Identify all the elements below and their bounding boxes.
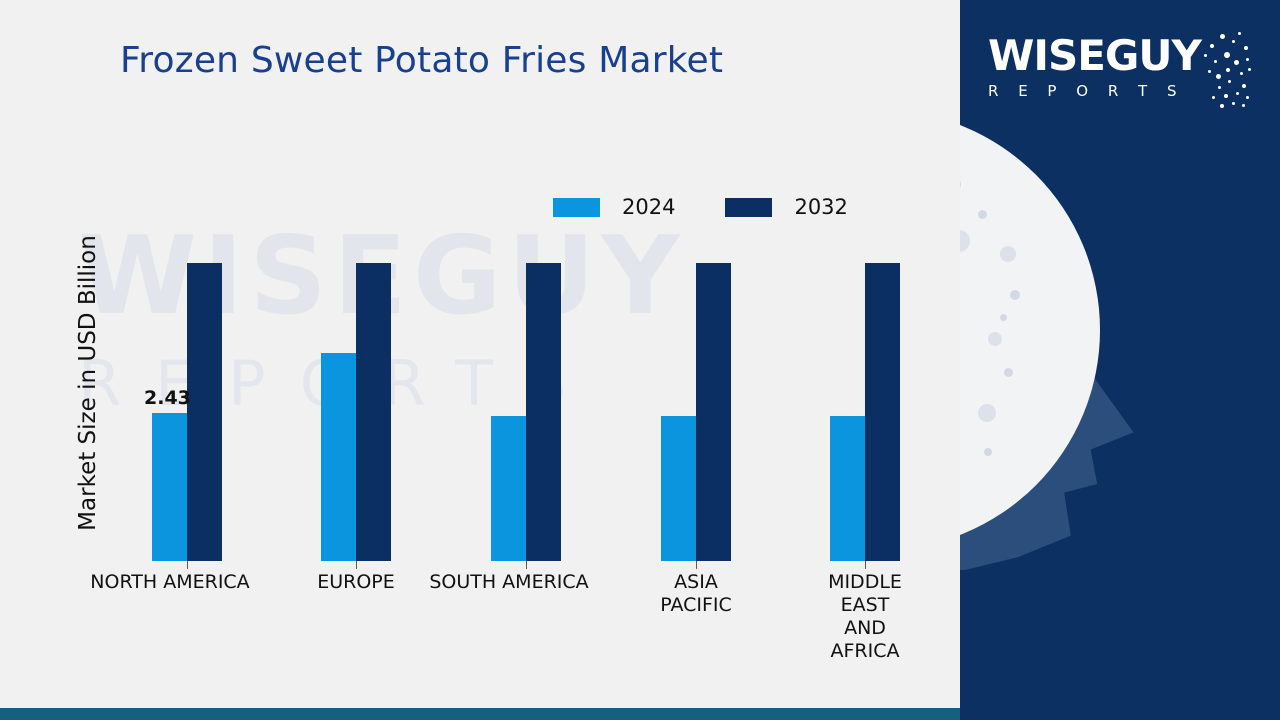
logo-dot xyxy=(1246,96,1249,99)
brain-node-dot xyxy=(1000,314,1007,321)
legend-label-2024: 2024 xyxy=(622,195,676,219)
logo-dot xyxy=(1220,34,1225,39)
brand-logo: WISEGUY R E P O R T S xyxy=(988,31,1251,118)
category-label: EUROPE xyxy=(317,571,395,593)
page-title: Frozen Sweet Potato Fries Market xyxy=(120,40,724,81)
bottom-accent-strip xyxy=(0,708,960,720)
bar-2032[interactable] xyxy=(865,263,900,561)
bar-2032[interactable] xyxy=(187,263,222,561)
axis-tick xyxy=(187,561,188,569)
legend-swatch-2024 xyxy=(553,197,600,217)
logo-dot xyxy=(1208,70,1211,73)
brain-node-dot xyxy=(978,404,996,422)
bar-2032[interactable] xyxy=(356,263,391,561)
logo-dot xyxy=(1246,58,1249,61)
bar-value-label: 2.43 xyxy=(144,387,191,410)
axis-tick xyxy=(696,561,697,569)
logo-dot xyxy=(1228,80,1231,83)
category-label: NORTH AMERICA xyxy=(90,571,250,593)
brain-node-dot xyxy=(988,332,1002,346)
bar-group: MIDDLE EAST AND AFRICA xyxy=(828,245,902,662)
category-label: ASIA PACIFIC xyxy=(660,571,732,616)
logo-dot xyxy=(1240,72,1243,75)
legend-item-2024[interactable]: 2024 xyxy=(553,195,675,219)
brand-panel xyxy=(960,0,1280,720)
legend-label-2032: 2032 xyxy=(794,195,848,219)
bar-2024[interactable] xyxy=(321,353,356,561)
logo-dot xyxy=(1248,68,1251,71)
y-axis-label: Market Size in USD Billion xyxy=(75,235,101,531)
brain-network-icon xyxy=(960,118,1072,542)
logo-dot xyxy=(1220,104,1224,108)
legend-item-2032[interactable]: 2032 xyxy=(725,195,848,219)
brain-node-dot xyxy=(978,210,987,219)
bar-2032[interactable] xyxy=(696,263,731,561)
logo-dot xyxy=(1244,46,1248,50)
logo-dot xyxy=(1224,52,1230,58)
logo-dot xyxy=(1232,102,1235,105)
axis-tick xyxy=(865,561,866,569)
bar-2024[interactable] xyxy=(491,416,526,561)
logo-dot xyxy=(1210,44,1214,48)
logo-dot xyxy=(1236,92,1239,95)
logo-sub-text: R E P O R T S xyxy=(988,82,1184,100)
logo-main-text: WISEGUY xyxy=(988,31,1202,80)
bar-2024[interactable] xyxy=(152,413,187,561)
category-label: MIDDLE EAST AND AFRICA xyxy=(828,571,902,662)
axis-tick xyxy=(356,561,357,569)
logo-dot xyxy=(1224,94,1228,98)
logo-dot xyxy=(1242,84,1246,88)
logo-dots-icon xyxy=(1158,30,1251,110)
legend-swatch-2032 xyxy=(725,197,773,217)
logo-dot xyxy=(1232,40,1235,43)
logo-dot xyxy=(1238,32,1241,35)
plot-area: 2.43 NORTH AMERICA EUROPE SOUTH AMERICA ASIA… xyxy=(90,245,920,662)
logo-dot xyxy=(1234,60,1239,65)
axis-tick xyxy=(526,561,527,569)
logo-dot xyxy=(1226,68,1230,72)
brain-node-dot xyxy=(984,448,992,456)
bar-group: EUROPE xyxy=(317,245,395,593)
brain-node-dot xyxy=(960,230,970,252)
bar-2024[interactable] xyxy=(661,416,696,561)
bar-group: SOUTH AMERICA xyxy=(429,245,589,593)
logo-dot xyxy=(1212,96,1215,99)
bar-group: ASIA PACIFIC xyxy=(660,245,732,616)
logo-dot xyxy=(1214,60,1217,63)
brain-node-dot xyxy=(960,178,961,191)
category-label: SOUTH AMERICA xyxy=(429,571,589,593)
logo-dot xyxy=(1216,74,1221,79)
logo-dot xyxy=(1204,54,1207,57)
bar-2032[interactable] xyxy=(526,263,561,561)
logo-dot xyxy=(1218,86,1221,89)
brain-node-dot xyxy=(1010,290,1020,300)
logo-dot xyxy=(1242,104,1245,107)
chart-legend: 2024 2032 xyxy=(553,195,898,219)
brain-node-dot xyxy=(1000,246,1016,262)
brain-node-dot xyxy=(1004,368,1013,377)
bar-2024[interactable] xyxy=(830,416,865,561)
bar-group: 2.43 NORTH AMERICA xyxy=(90,245,250,593)
